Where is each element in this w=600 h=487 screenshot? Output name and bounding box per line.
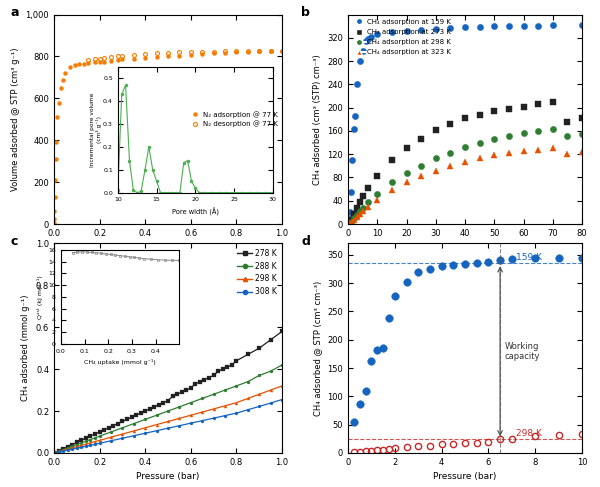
N₂ desorption @ 77 K: [210, 49, 217, 55]
Text: d: d: [301, 235, 310, 248]
N₂ adsorption @ 77 K: [233, 49, 240, 55]
N₂ adsorption @ 77 K: [51, 208, 58, 214]
N₂ desorption @ 77 K: [85, 57, 92, 63]
Y-axis label: CH₄ adsorbed (mmol g⁻¹): CH₄ adsorbed (mmol g⁻¹): [22, 295, 31, 401]
N₂ desorption @ 77 K: [101, 55, 108, 61]
N₂ adsorption @ 77 K: [244, 49, 251, 55]
N₂ adsorption @ 77 K: [256, 49, 263, 55]
N₂ adsorption @ 77 K: [101, 58, 108, 64]
Text: a: a: [11, 6, 19, 19]
Line: N₂ desorption @ 77 K: N₂ desorption @ 77 K: [86, 49, 284, 62]
Y-axis label: CH₄ adsorbed @ STP (cm³ cm⁻³): CH₄ adsorbed @ STP (cm³ cm⁻³): [313, 281, 322, 416]
N₂ adsorption @ 77 K: [55, 100, 62, 106]
N₂ adsorption @ 77 K: [119, 56, 126, 62]
N₂ desorption @ 77 K: [244, 48, 251, 54]
N₂ adsorption @ 77 K: [57, 85, 64, 91]
X-axis label: Pressure (bar): Pressure (bar): [433, 472, 497, 481]
N₂ adsorption @ 77 K: [67, 64, 74, 70]
N₂ desorption @ 77 K: [221, 49, 229, 55]
N₂ desorption @ 77 K: [96, 56, 103, 61]
Y-axis label: CH₄ adsorbed (cm³ (STP) cm⁻³): CH₄ adsorbed (cm³ (STP) cm⁻³): [313, 54, 322, 185]
N₂ desorption @ 77 K: [278, 48, 286, 54]
N₂ adsorption @ 77 K: [80, 61, 87, 67]
N₂ adsorption @ 77 K: [153, 55, 160, 60]
Y-axis label: Volume adsorbed @ STP (cm³ g⁻¹): Volume adsorbed @ STP (cm³ g⁻¹): [11, 48, 20, 191]
N₂ adsorption @ 77 K: [59, 76, 67, 82]
N₂ adsorption @ 77 K: [164, 54, 172, 59]
N₂ adsorption @ 77 K: [50, 216, 58, 222]
N₂ desorption @ 77 K: [91, 56, 98, 62]
N₂ adsorption @ 77 K: [62, 70, 69, 76]
N₂ adsorption @ 77 K: [52, 156, 59, 162]
N₂ adsorption @ 77 K: [53, 139, 60, 145]
N₂ adsorption @ 77 K: [187, 52, 194, 58]
N₂ adsorption @ 77 K: [210, 51, 217, 56]
N₂ desorption @ 77 K: [114, 54, 121, 59]
Text: b: b: [301, 6, 310, 19]
N₂ desorption @ 77 K: [107, 54, 115, 60]
N₂ desorption @ 77 K: [256, 48, 263, 54]
X-axis label: Relative pressure (P/P₀): Relative pressure (P/P₀): [115, 244, 221, 252]
N₂ adsorption @ 77 K: [96, 59, 103, 65]
N₂ adsorption @ 77 K: [130, 56, 137, 61]
N₂ desorption @ 77 K: [176, 49, 183, 55]
N₂ desorption @ 77 K: [119, 53, 126, 58]
Line: N₂ adsorption @ 77 K: N₂ adsorption @ 77 K: [52, 49, 284, 225]
N₂ adsorption @ 77 K: [52, 194, 59, 200]
N₂ desorption @ 77 K: [130, 52, 137, 58]
Text: Working
capacity: Working capacity: [505, 341, 540, 361]
Legend: CH₄ adsorption at 159 K, CH₄ adsorption at 273 K, CH₄ adsorption at 298 K, CH₄ a: CH₄ adsorption at 159 K, CH₄ adsorption …: [352, 18, 452, 56]
N₂ desorption @ 77 K: [187, 49, 194, 55]
N₂ adsorption @ 77 K: [91, 59, 98, 65]
N₂ adsorption @ 77 K: [278, 48, 286, 54]
N₂ adsorption @ 77 K: [199, 51, 206, 57]
N₂ adsorption @ 77 K: [85, 60, 92, 66]
Legend: N₂ adsorption @ 77 K, N₂ desorption @ 77 K: N₂ adsorption @ 77 K, N₂ desorption @ 77…: [187, 111, 278, 128]
Legend: 278 K, 288 K, 298 K, 308 K: 278 K, 288 K, 298 K, 308 K: [236, 247, 278, 298]
Text: 298 K: 298 K: [517, 430, 542, 438]
N₂ adsorption @ 77 K: [107, 58, 115, 64]
N₂ desorption @ 77 K: [233, 48, 240, 54]
N₂ adsorption @ 77 K: [176, 53, 183, 58]
N₂ adsorption @ 77 K: [267, 48, 274, 54]
X-axis label: Pressure (bar): Pressure (bar): [136, 472, 200, 481]
N₂ adsorption @ 77 K: [76, 61, 83, 67]
N₂ adsorption @ 77 K: [114, 57, 121, 63]
N₂ desorption @ 77 K: [267, 48, 274, 54]
N₂ desorption @ 77 K: [164, 50, 172, 56]
N₂ desorption @ 77 K: [153, 51, 160, 56]
N₂ adsorption @ 77 K: [50, 220, 58, 226]
N₂ adsorption @ 77 K: [71, 62, 78, 68]
X-axis label: Pressure (bar): Pressure (bar): [433, 244, 497, 252]
Text: 159 K: 159 K: [517, 253, 542, 262]
N₂ adsorption @ 77 K: [142, 55, 149, 61]
Text: c: c: [11, 235, 18, 248]
N₂ adsorption @ 77 K: [221, 50, 229, 56]
N₂ adsorption @ 77 K: [52, 177, 59, 183]
N₂ desorption @ 77 K: [199, 49, 206, 55]
N₂ adsorption @ 77 K: [54, 114, 61, 120]
N₂ desorption @ 77 K: [142, 51, 149, 57]
